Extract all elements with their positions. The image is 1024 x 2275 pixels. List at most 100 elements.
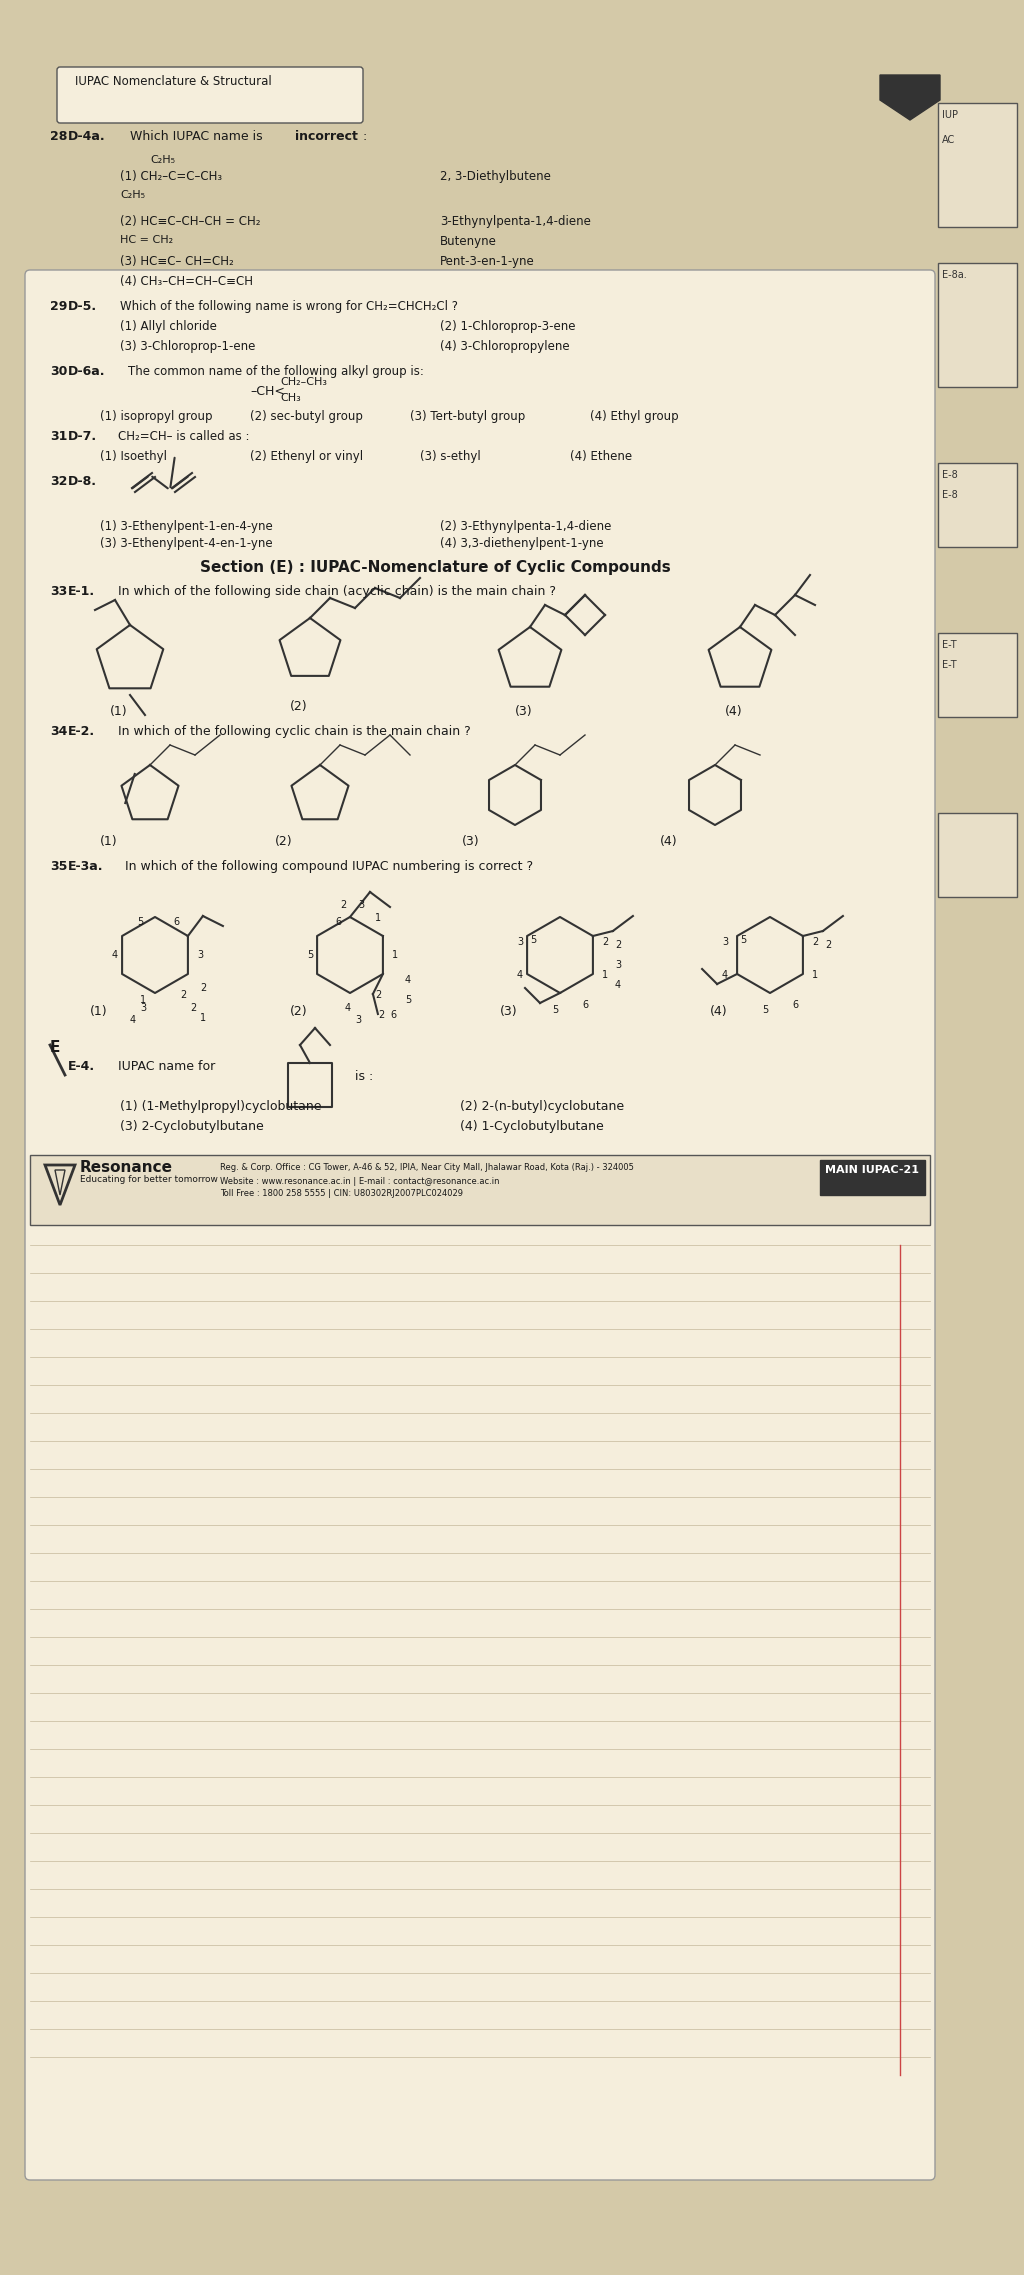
Text: E-T: E-T [942, 639, 956, 651]
FancyBboxPatch shape [938, 464, 1017, 546]
Text: 31: 31 [50, 430, 68, 444]
Text: 2: 2 [375, 990, 381, 1001]
Text: C₂H₅: C₂H₅ [150, 155, 175, 166]
Text: Reg. & Corp. Office : CG Tower, A-46 & 52, IPIA, Near City Mall, Jhalawar Road, : Reg. & Corp. Office : CG Tower, A-46 & 5… [220, 1163, 634, 1172]
Text: (4): (4) [710, 1006, 728, 1017]
Text: (3) 2-Cyclobutylbutane: (3) 2-Cyclobutylbutane [120, 1119, 264, 1133]
Text: E-8: E-8 [942, 471, 957, 480]
Text: (4) CH₃–CH=CH–C≡CH: (4) CH₃–CH=CH–C≡CH [120, 275, 253, 289]
Text: HC = CH₂: HC = CH₂ [120, 234, 173, 246]
Text: (3) s-ethyl: (3) s-ethyl [420, 450, 480, 464]
FancyBboxPatch shape [30, 1156, 930, 1224]
Text: 3: 3 [140, 1003, 146, 1012]
Text: 28: 28 [50, 130, 68, 143]
Text: 2: 2 [200, 983, 206, 992]
Text: 4: 4 [345, 1003, 351, 1012]
Text: Website : www.resonance.ac.in | E-mail : contact@resonance.ac.in: Website : www.resonance.ac.in | E-mail :… [220, 1176, 500, 1185]
Text: 2: 2 [615, 940, 622, 951]
Text: (2): (2) [290, 1006, 307, 1017]
Text: 5: 5 [530, 935, 537, 944]
Text: 6: 6 [335, 917, 341, 926]
Text: (3) 3-Chloroprop-1-ene: (3) 3-Chloroprop-1-ene [120, 339, 255, 353]
Text: 6: 6 [582, 1001, 588, 1010]
Text: E-8: E-8 [942, 489, 957, 500]
Text: 1: 1 [392, 951, 398, 960]
Text: 3-Ethynylpenta-1,4-diene: 3-Ethynylpenta-1,4-diene [440, 216, 591, 228]
Text: (4) 3,3-diethenylpent-1-yne: (4) 3,3-diethenylpent-1-yne [440, 537, 603, 551]
Text: :: : [362, 130, 368, 143]
Text: (4) 1-Cyclobutylbutane: (4) 1-Cyclobutylbutane [460, 1119, 604, 1133]
Text: (2) 1-Chloroprop-3-ene: (2) 1-Chloroprop-3-ene [440, 321, 575, 332]
Text: (3): (3) [462, 835, 479, 849]
Text: E-T: E-T [942, 660, 956, 671]
Text: CH₂–CH₃: CH₂–CH₃ [280, 378, 327, 387]
Text: Toll Free : 1800 258 5555 | CIN: U80302RJ2007PLC024029: Toll Free : 1800 258 5555 | CIN: U80302R… [220, 1190, 463, 1199]
Text: D-4a.: D-4a. [68, 130, 105, 143]
Text: (1): (1) [100, 835, 118, 849]
Text: E-2.: E-2. [68, 726, 95, 737]
Text: incorrect: incorrect [295, 130, 357, 143]
Text: CH₃: CH₃ [280, 394, 301, 403]
Text: (2) 2-(n-butyl)cyclobutane: (2) 2-(n-butyl)cyclobutane [460, 1101, 624, 1112]
Text: Pent-3-en-1-yne: Pent-3-en-1-yne [440, 255, 535, 268]
Text: 1: 1 [602, 969, 608, 981]
FancyBboxPatch shape [938, 102, 1017, 228]
Text: Educating for better tomorrow: Educating for better tomorrow [80, 1174, 218, 1183]
Text: (4): (4) [660, 835, 678, 849]
Text: 1: 1 [140, 994, 146, 1006]
Text: (1) Allyl chloride: (1) Allyl chloride [120, 321, 217, 332]
Text: (1) Isoethyl: (1) Isoethyl [100, 450, 167, 464]
Text: (2) sec-butyl group: (2) sec-butyl group [250, 410, 362, 423]
Text: (3): (3) [515, 705, 532, 719]
Text: (2): (2) [290, 701, 307, 712]
Text: Which IUPAC name is: Which IUPAC name is [130, 130, 266, 143]
Text: (1) (1-Methylpropyl)cyclobutane: (1) (1-Methylpropyl)cyclobutane [120, 1101, 322, 1112]
Text: 5: 5 [552, 1006, 558, 1015]
Text: 2: 2 [340, 901, 346, 910]
Text: 3: 3 [722, 937, 728, 946]
Text: IUP: IUP [942, 109, 958, 121]
Text: (1) CH₂–C=C–CH₃: (1) CH₂–C=C–CH₃ [120, 171, 222, 182]
Text: 4: 4 [615, 981, 622, 990]
Text: 6: 6 [390, 1010, 396, 1019]
Text: 3: 3 [197, 951, 203, 960]
Text: 4: 4 [517, 969, 523, 981]
Text: D-8.: D-8. [68, 475, 97, 489]
Text: (2): (2) [275, 835, 293, 849]
Text: E-4.: E-4. [68, 1060, 95, 1074]
Text: (4) Ethyl group: (4) Ethyl group [590, 410, 679, 423]
Text: 4: 4 [130, 1015, 136, 1026]
Text: (3) 3-Ethenylpent-4-en-1-yne: (3) 3-Ethenylpent-4-en-1-yne [100, 537, 272, 551]
Text: 3: 3 [615, 960, 622, 969]
Text: 33: 33 [50, 585, 68, 598]
Text: 2: 2 [180, 990, 186, 1001]
FancyBboxPatch shape [820, 1160, 925, 1194]
Text: 1: 1 [812, 969, 818, 981]
Text: 6: 6 [173, 917, 179, 926]
Text: C₂H₅: C₂H₅ [120, 191, 145, 200]
Text: 1: 1 [200, 1012, 206, 1024]
Text: (1): (1) [90, 1006, 108, 1017]
Text: Resonance: Resonance [80, 1160, 173, 1174]
Text: 30: 30 [50, 364, 68, 378]
Text: 3: 3 [355, 1015, 361, 1026]
Text: (1) 3-Ethenylpent-1-en-4-yne: (1) 3-Ethenylpent-1-en-4-yne [100, 521, 272, 532]
Text: 3: 3 [517, 937, 523, 946]
Text: In which of the following cyclic chain is the main chain ?: In which of the following cyclic chain i… [118, 726, 471, 737]
Text: 29: 29 [50, 300, 68, 314]
Text: (2) HC≡C–CH–CH = CH₂: (2) HC≡C–CH–CH = CH₂ [120, 216, 260, 228]
Text: (3) Tert-butyl group: (3) Tert-butyl group [410, 410, 525, 423]
Text: –CH<: –CH< [250, 384, 285, 398]
Text: 2: 2 [825, 940, 831, 951]
Text: 4: 4 [112, 951, 118, 960]
Text: In which of the following compound IUPAC numbering is correct ?: In which of the following compound IUPAC… [125, 860, 534, 874]
Text: D-5.: D-5. [68, 300, 97, 314]
Text: CH₂=CH– is called as :: CH₂=CH– is called as : [118, 430, 250, 444]
Text: 6: 6 [792, 1001, 798, 1010]
FancyBboxPatch shape [57, 66, 362, 123]
Text: IUPAC name for: IUPAC name for [118, 1060, 215, 1074]
Text: 34: 34 [50, 726, 68, 737]
Text: MAIN IUPAC-21: MAIN IUPAC-21 [825, 1165, 919, 1174]
FancyBboxPatch shape [25, 271, 935, 2179]
Text: 2: 2 [812, 937, 818, 946]
